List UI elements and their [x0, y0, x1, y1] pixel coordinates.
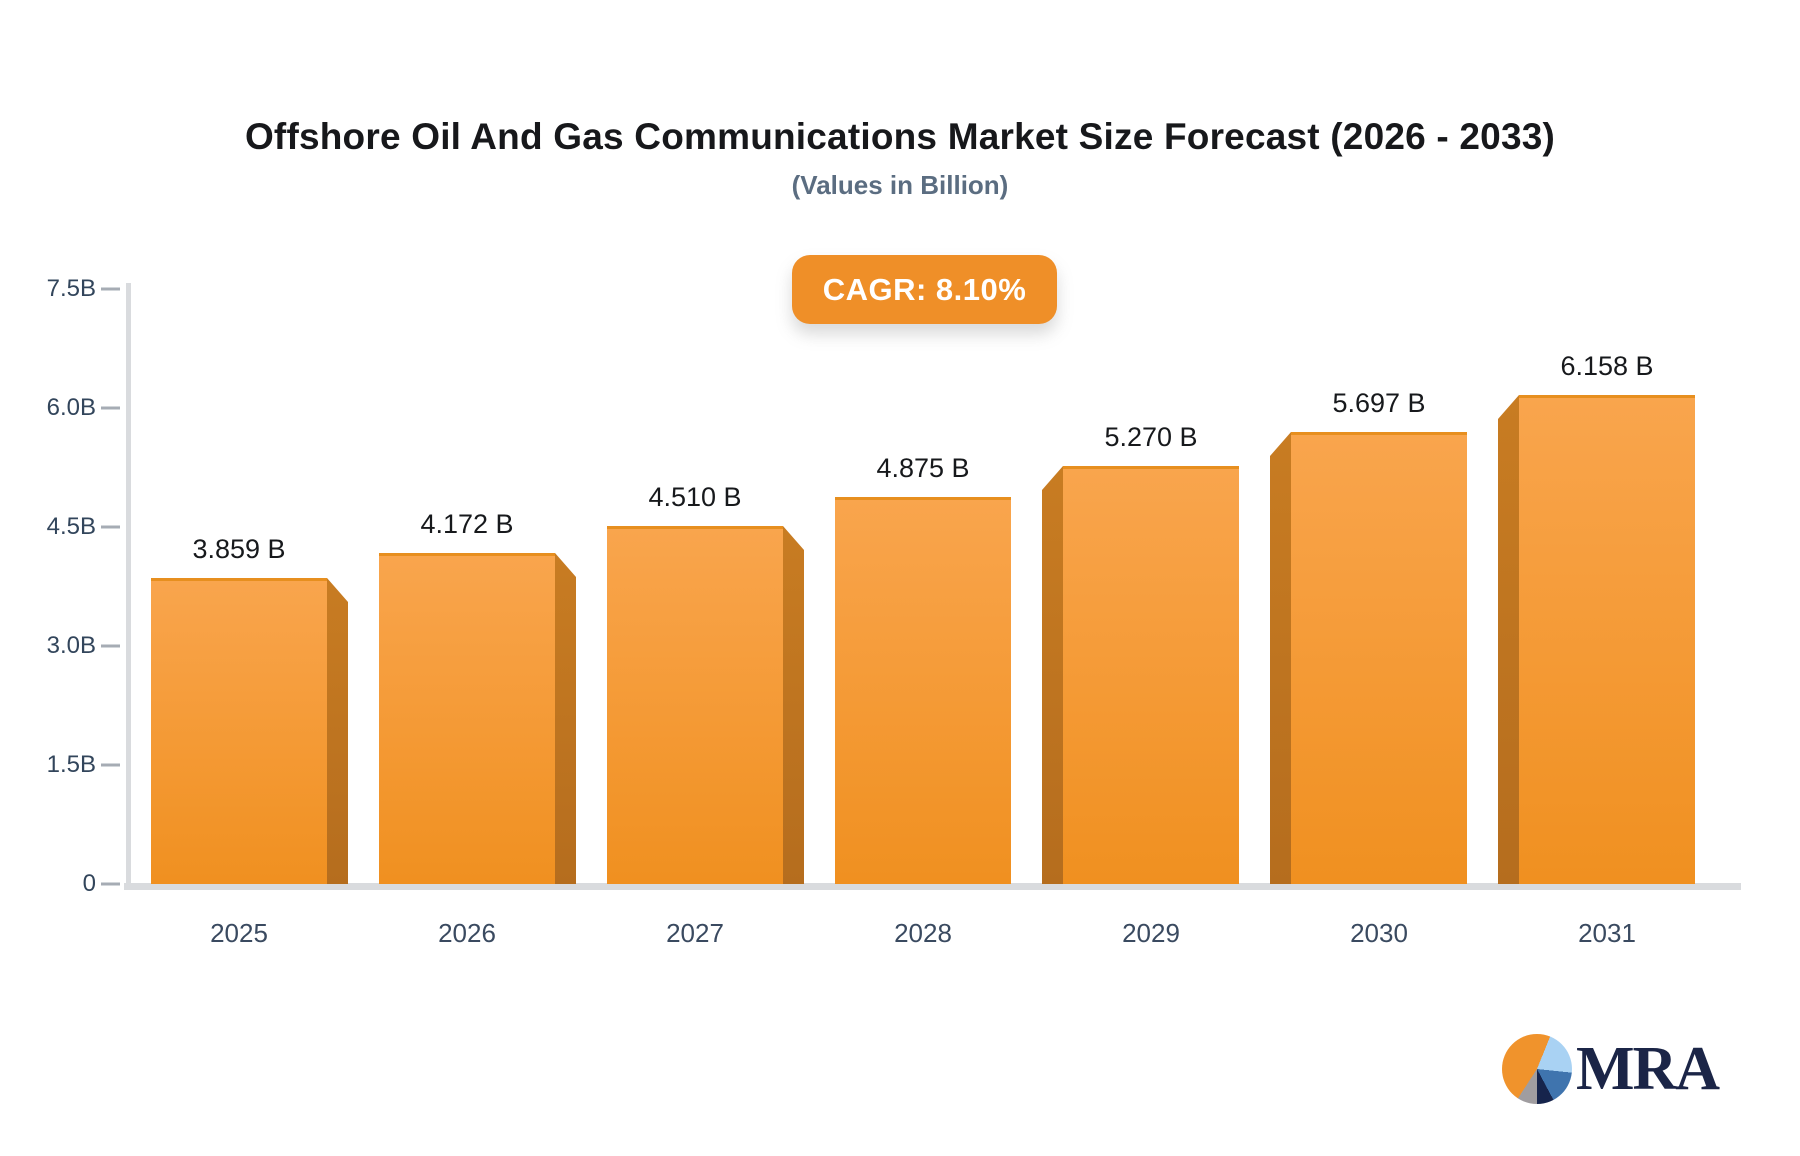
x-axis-label-2028: 2028 [894, 918, 952, 948]
bar-2027[interactable]: 4.510 B [607, 482, 804, 884]
pie-chart-icon [1502, 1034, 1572, 1104]
bar-value-label: 4.875 B [876, 453, 970, 483]
y-tick-label: 0 [82, 870, 96, 897]
y-tick-label: 1.5B [46, 751, 96, 778]
chart-subtitle: (Values in Billion) [791, 170, 1009, 200]
x-axis-label-2030: 2030 [1350, 918, 1408, 948]
bar-face-2030[interactable] [1291, 432, 1467, 884]
logo[interactable]: MRA [1502, 1034, 1720, 1104]
x-axis-line [124, 883, 1741, 890]
bar-3d-side [1498, 395, 1519, 884]
y-tick-mark [101, 525, 120, 529]
x-axis-label-2025: 2025 [210, 918, 268, 948]
bar-3d-side [1042, 466, 1063, 884]
x-axis-label-2026: 2026 [438, 918, 496, 948]
bar-face-2029[interactable] [1063, 466, 1239, 884]
bar-value-label: 4.172 B [420, 509, 514, 539]
x-axis-label-2031: 2031 [1578, 918, 1636, 948]
y-tick-label: 4.5B [46, 513, 96, 540]
y-tick-mark [101, 644, 120, 648]
y-tick-label: 3.0B [46, 632, 96, 659]
bar-face-2028[interactable] [835, 497, 1011, 884]
bar-face-2027[interactable] [607, 526, 783, 884]
bar-2028[interactable]: 4.875 B [835, 453, 1011, 884]
bar-3d-side [555, 553, 576, 884]
cagr-badge-label: CAGR: 8.10% [822, 271, 1027, 307]
bar-value-label: 3.859 B [192, 534, 286, 564]
bar-2030[interactable]: 5.697 B [1270, 388, 1467, 884]
bar-face-2031[interactable] [1519, 395, 1695, 884]
y-tick-mark [101, 406, 120, 410]
y-tick-label: 6.0B [46, 394, 96, 421]
y-axis-line [126, 283, 131, 885]
x-axis-label-2027: 2027 [666, 918, 724, 948]
bar-value-label: 5.697 B [1332, 388, 1426, 418]
bar-3d-side [327, 578, 348, 884]
bar-2025[interactable]: 3.859 B [151, 534, 348, 884]
bar-value-label: 4.510 B [648, 482, 742, 512]
y-tick-mark [101, 882, 120, 886]
bar-2031[interactable]: 6.158 B [1498, 351, 1695, 884]
y-tick-mark [101, 287, 120, 291]
y-tick-label: 7.5B [46, 275, 96, 302]
bar-face-2025[interactable] [151, 578, 327, 884]
x-axis-label-2029: 2029 [1122, 918, 1180, 948]
bar-2026[interactable]: 4.172 B [379, 509, 576, 884]
bar-3d-side [1270, 432, 1291, 884]
bar-value-label: 5.270 B [1104, 422, 1198, 452]
logo-text: MRA [1576, 1035, 1720, 1103]
chart-title: Offshore Oil And Gas Communications Mark… [244, 116, 1556, 157]
cagr-badge: CAGR: 8.10% [792, 255, 1057, 324]
bar-face-2026[interactable] [379, 553, 555, 884]
bar-3d-side [783, 526, 804, 884]
bar-2029[interactable]: 5.270 B [1042, 422, 1239, 884]
bar-value-label: 6.158 B [1560, 351, 1654, 381]
y-tick-mark [101, 763, 120, 767]
